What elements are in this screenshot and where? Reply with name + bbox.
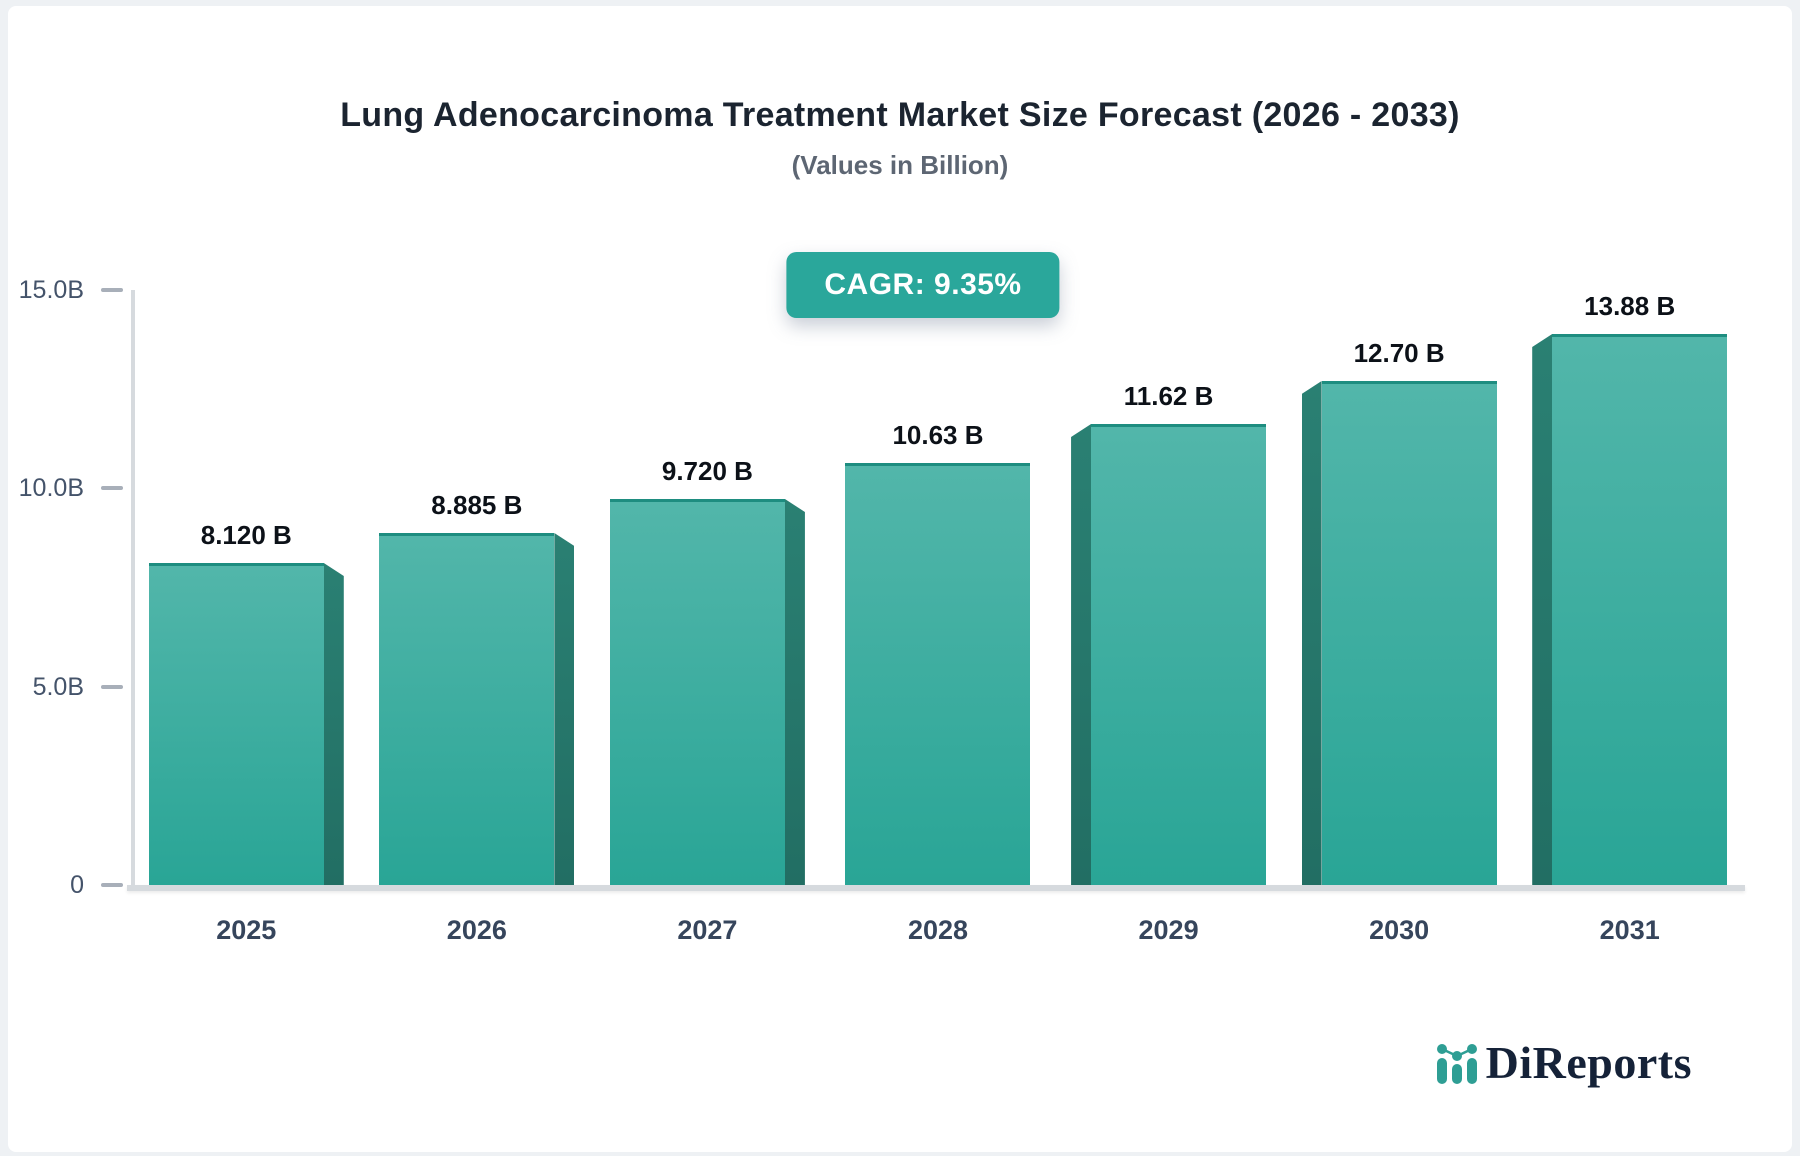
bar-face: [1091, 424, 1267, 885]
bar-3d-side: [1071, 424, 1092, 885]
bar-value-label: 8.120 B: [200, 520, 292, 550]
y-axis-line: [131, 290, 135, 888]
bar-3d-side: [323, 563, 344, 885]
bar-3d-side: [554, 533, 575, 885]
bar-slot: 12.70 B: [1284, 0, 1515, 885]
x-axis-label-2028: 2028: [907, 915, 969, 945]
bar-value-label: 13.88 B: [1584, 291, 1676, 321]
y-tick-label: 0: [70, 871, 84, 899]
x-axis-label-2029: 2029: [1138, 915, 1199, 945]
bar-value-label: 9.720 B: [661, 456, 753, 486]
bar-slot: 8.120 B: [131, 0, 362, 885]
bar-face: [379, 533, 555, 885]
bar-2028: [845, 463, 1031, 885]
bar-slot: 8.885 B: [362, 0, 593, 885]
x-axis-label-2030: 2030: [1369, 915, 1430, 945]
bar-2025: [148, 563, 344, 885]
bar-slot: 9.720 B: [592, 0, 823, 885]
bar-2027: [609, 499, 805, 885]
bar-value-label: 12.70 B: [1353, 338, 1445, 368]
bar-3d-side: [784, 499, 805, 885]
bar-value-label: 8.885 B: [431, 490, 523, 520]
x-axis-baseline: [127, 885, 1745, 891]
bar-2031: [1532, 334, 1728, 885]
bar-face: [1552, 334, 1728, 885]
bar-face: [609, 499, 785, 885]
x-axis-label-2027: 2027: [677, 915, 738, 945]
chart-subtitle: (Values in Billion): [791, 150, 1009, 180]
y-tick-label: 10.0B: [18, 474, 84, 503]
y-tick-mark: [101, 883, 123, 887]
y-tick-label: 15.0B: [18, 276, 84, 304]
logo-text: DiReports: [1485, 1037, 1692, 1088]
x-axis-label-2026: 2026: [446, 915, 507, 945]
y-tick-mark: [101, 486, 123, 491]
y-tick-mark: [101, 684, 123, 689]
bar-2029: [1071, 424, 1267, 885]
bar-face: [1321, 381, 1497, 885]
bar-value-label: 10.63 B: [892, 420, 984, 450]
cagr-badge: CAGR: 9.35%: [786, 252, 1060, 318]
brand-logo: DiReports: [1434, 1036, 1692, 1089]
bar-slot: 10.63 B: [823, 0, 1054, 885]
bar-slot: 11.62 B: [1053, 0, 1284, 885]
bar-2026: [379, 533, 575, 885]
x-axis-label-2025: 2025: [216, 915, 277, 945]
bar-3d-side: [1532, 334, 1553, 885]
y-tick-label: 5.0B: [32, 672, 84, 701]
logo-chart-icon: [1436, 1043, 1477, 1084]
bar-slot: 13.88 B: [1514, 0, 1745, 885]
bar-value-label: 11.62 B: [1123, 381, 1214, 411]
bar-3d-side: [1301, 381, 1322, 885]
x-axis-label-2031: 2031: [1599, 915, 1660, 945]
bar-2030: [1301, 381, 1497, 885]
y-tick-mark: [101, 288, 123, 292]
bar-plot-area: 8.120 B 8.885 B 9.720 B 10.63 B 11.62 B 12.70…: [131, 0, 1745, 885]
bar-face: [845, 463, 1031, 885]
chart-title: Lung Adenocarcinoma Treatment Market Siz…: [340, 96, 1460, 134]
bar-face: [148, 563, 324, 885]
